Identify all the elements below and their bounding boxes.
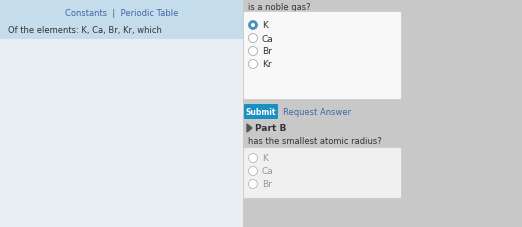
Circle shape (248, 34, 257, 43)
Circle shape (248, 47, 257, 56)
Circle shape (248, 167, 257, 176)
Circle shape (248, 154, 257, 163)
Text: K: K (262, 154, 268, 163)
Polygon shape (247, 124, 252, 132)
Text: Ca: Ca (262, 34, 274, 43)
FancyBboxPatch shape (243, 12, 401, 100)
Circle shape (251, 24, 255, 28)
Text: Ca: Ca (262, 167, 274, 176)
Text: has the smallest atomic radius?: has the smallest atomic radius? (248, 137, 382, 146)
FancyBboxPatch shape (244, 105, 278, 119)
Text: Kr: Kr (262, 60, 271, 69)
Text: K: K (262, 21, 268, 30)
Bar (0, 0, 243, 40)
Text: Submit: Submit (246, 108, 276, 116)
Text: Part B: Part B (255, 124, 287, 133)
Text: is a noble gas?: is a noble gas? (248, 3, 311, 12)
Bar (0, 40, 243, 227)
Circle shape (248, 60, 257, 69)
Text: Br: Br (262, 180, 272, 189)
Text: Request Answer: Request Answer (283, 108, 351, 116)
Circle shape (248, 21, 257, 30)
Circle shape (248, 180, 257, 189)
Text: Constants  |  Periodic Table: Constants | Periodic Table (65, 10, 178, 18)
Text: Br: Br (262, 47, 272, 56)
Text: Of the elements: K, Ca, Br, Kr, which: Of the elements: K, Ca, Br, Kr, which (8, 25, 162, 34)
FancyBboxPatch shape (243, 148, 401, 199)
